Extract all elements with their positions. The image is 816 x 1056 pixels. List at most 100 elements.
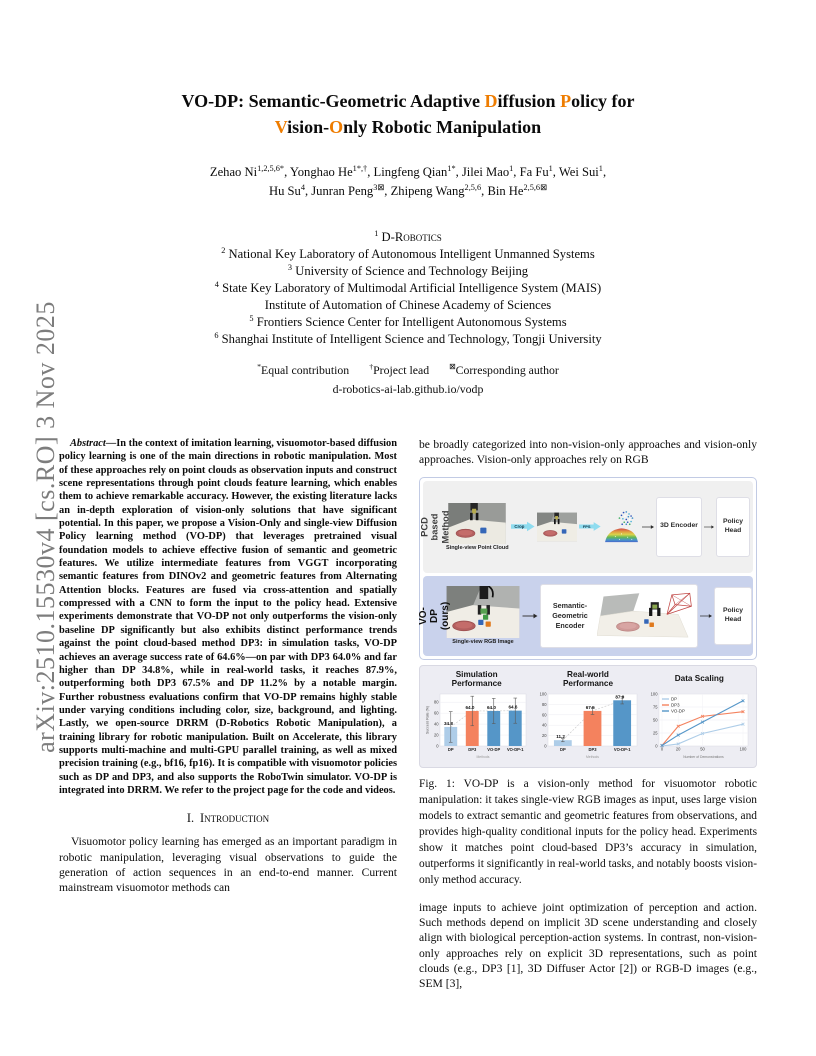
abstract-paragraph: Abstract—In the context of imitation lea… [59, 438, 397, 796]
svg-text:100: 100 [740, 746, 748, 751]
svg-text:DP: DP [448, 746, 454, 751]
svg-text:Number of Demonstrations: Number of Demonstrations [684, 754, 725, 758]
abstract-label: Abstract [70, 438, 106, 449]
svg-text:64.0: 64.0 [487, 705, 496, 710]
robot-arm [470, 502, 479, 520]
semantic-geometric-encoder-box: Semantic-Geometric Encoder [540, 583, 698, 648]
svg-text:Crop: Crop [514, 524, 524, 529]
svg-text:0: 0 [544, 743, 547, 748]
footnote-line: *Equal contribution †Project lead ⊠Corresp… [0, 363, 816, 378]
svg-text:60: 60 [434, 710, 439, 715]
author-line: Hu Su4, Junran Peng3⊠, Zhipeng Wang2,5,6… [268, 182, 548, 198]
introduction-paragraph: Visuomotor policy learning has emerged a… [59, 835, 397, 895]
paper-title-line2: Vision-Only Robotic Manipulation [274, 117, 542, 137]
real-world-performance-plot: 0 20 40 60 80 100 11.2 DP 67.5 DP3 87.9 VO-DP-1 Meth… [540, 691, 638, 758]
svg-text:40: 40 [434, 721, 439, 726]
svg-text:DP3: DP3 [589, 746, 598, 751]
robot-arm [477, 586, 494, 615]
policy-head-box: Policy Head [716, 496, 750, 557]
footnote-block: *Equal contribution †Project lead ⊠Corresp… [0, 363, 816, 397]
section-heading-introduction: I. Introduction [186, 811, 270, 826]
figure-1: PCD based Method [418, 476, 757, 768]
arrow-icon [700, 613, 712, 618]
paper-title: VO-DP: Semantic-Geometric Adaptive Diffu… [0, 88, 816, 140]
svg-text:75: 75 [653, 704, 658, 709]
svg-text:VO-DP-1: VO-DP-1 [507, 746, 524, 751]
chart-title: Real-world Performance [562, 669, 614, 688]
simulation-performance-chart: Simulation Performance 0 20 40 60 80 34.8 DP 64… [422, 669, 531, 759]
figure-caption: Fig. 1: VO-DP is a vision-only method fo… [419, 776, 757, 888]
crop-arrow-icon: Crop [510, 521, 535, 532]
svg-text:DP: DP [671, 696, 677, 701]
rgb-photo-caption: Single-view RGB Image [452, 639, 514, 646]
camera-frustum-icon [666, 592, 692, 615]
project-url[interactable]: d-robotics-ai-lab.github.io/vodp [332, 382, 484, 396]
reconstructed-scene-image [597, 591, 693, 641]
svg-text:0: 0 [436, 743, 439, 748]
affiliation-line: 3 University of Science and Technology B… [287, 262, 529, 278]
cropped-point-cloud-image [536, 512, 577, 542]
footnote-item: ⊠Corresponding author [449, 362, 559, 377]
svg-text:0: 0 [661, 746, 664, 751]
rgb-scene-image [446, 586, 520, 639]
svg-text:20: 20 [434, 732, 439, 737]
svg-text:11.2: 11.2 [556, 734, 565, 739]
svg-text:100: 100 [540, 691, 548, 696]
svg-text:34.8: 34.8 [444, 721, 453, 726]
left-column: Abstract—In the context of imitation lea… [59, 437, 397, 896]
svg-text:Methods: Methods [586, 754, 599, 758]
svg-text:80: 80 [542, 702, 547, 707]
svg-text:67.5: 67.5 [586, 705, 595, 710]
figure-caption-text: VO-DP is a vision-only method for visuom… [419, 777, 757, 886]
pcd-method-panel: PCD based Method [419, 480, 753, 573]
svg-text:100: 100 [651, 691, 659, 696]
svg-text:VO-DP: VO-DP [487, 746, 500, 751]
point-cloud-blob [618, 510, 634, 525]
affiliation-line: 1 D-Robotics [374, 228, 442, 244]
author-line: Zehao Ni1,2,5,6*, Yonghao He1*,†, Lingfe… [209, 163, 607, 179]
svg-text:50: 50 [701, 746, 706, 751]
svg-text:20: 20 [676, 746, 681, 751]
svg-text:50: 50 [653, 717, 658, 722]
figure-method-comparison: PCD based Method [418, 476, 757, 660]
svg-text:64.6: 64.6 [508, 704, 517, 709]
figure-caption-tag: Fig. 1: [419, 777, 455, 790]
affiliation-line: 6 Shanghai Institute of Intelligent Scie… [214, 330, 602, 346]
svg-text:Methods: Methods [476, 754, 489, 758]
paragraph-continuation-top: be broadly categorized into non-vision-o… [419, 438, 757, 467]
vodp-method-label: VO-DP (ours) [418, 601, 452, 630]
right-column: be broadly categorized into non-vision-o… [418, 437, 757, 992]
data-scaling-chart: Data Scaling 0 25 50 75 100 0 20 50 100 DP DP3 VO-D… [645, 669, 754, 759]
figure-results-panel: Simulation Performance 0 20 40 60 80 34.8 DP 64… [419, 664, 757, 768]
author-list: Zehao Ni1,2,5,6*, Yonghao He1*,†, Lingfe… [0, 163, 816, 200]
footnote-item: *Equal contribution [257, 362, 350, 377]
affiliation-line: Institute of Automation of Chinese Acade… [264, 298, 552, 312]
svg-text:60: 60 [542, 712, 547, 717]
3d-encoder-box: 3D Encoder [656, 496, 702, 557]
svg-text:40: 40 [542, 722, 547, 727]
svg-text:0: 0 [656, 743, 659, 748]
paper-title-line1: VO-DP: Semantic-Geometric Adaptive Diffu… [181, 91, 635, 111]
svg-text:25: 25 [653, 730, 658, 735]
affiliation-line: 5 Frontiers Science Center for Intellige… [249, 313, 567, 329]
svg-text:80: 80 [434, 699, 439, 704]
svg-text:VO-DP: VO-DP [671, 708, 685, 713]
svg-text:87.9: 87.9 [615, 694, 624, 699]
svg-text:20: 20 [542, 733, 547, 738]
vodp-method-panel: VO-DP (ours) [418, 575, 753, 656]
paragraph-continuation-bottom: image inputs to achieve joint optimizati… [419, 900, 757, 991]
arrow-icon [522, 613, 538, 619]
chart-title: Simulation Performance [451, 669, 502, 688]
abstract-text: In the context of imitation learning, vi… [59, 438, 397, 796]
pcd-method-label: PCD based Method [419, 510, 451, 544]
real-world-performance-chart: Real-world Performance 0 20 40 60 80 100 11.2 D… [533, 669, 642, 759]
svg-text:DP: DP [560, 746, 566, 751]
svg-text:DP3: DP3 [671, 702, 680, 707]
simulation-performance-plot: 0 20 40 60 80 34.8 DP 64.0 DP3 64.0 VO-DP 64.6 VO-DP… [425, 693, 526, 758]
point-cloud-scene-image [448, 502, 507, 544]
svg-text:64.0: 64.0 [465, 705, 474, 710]
robot-arm [649, 601, 661, 616]
affiliation-list: 1 D-Robotics 2 National Key Laboratory of… [0, 229, 816, 348]
